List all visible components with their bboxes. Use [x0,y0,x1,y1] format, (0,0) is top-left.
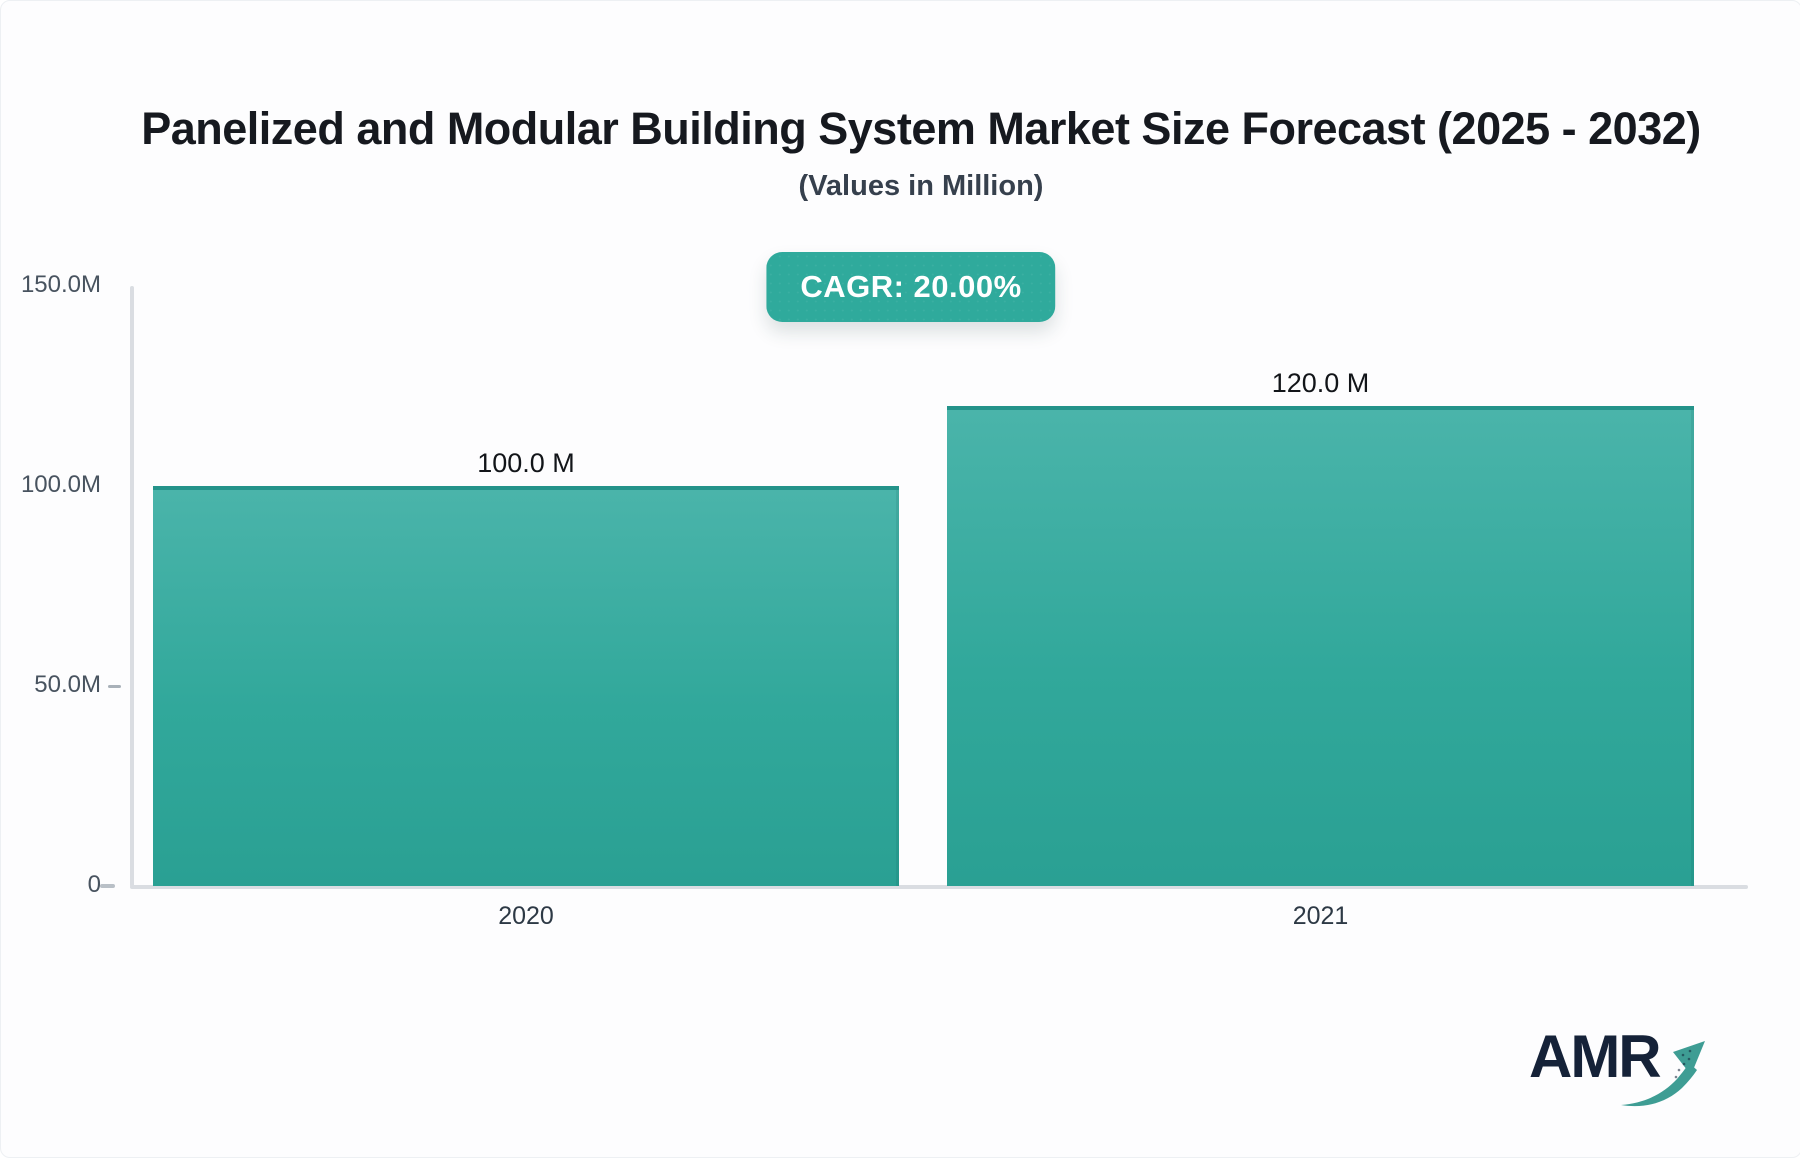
y-tick-mark-50m [108,685,121,688]
y-axis-line [130,286,134,887]
chart-subtitle: (Values in Million) [798,170,1044,202]
bar-value-label-2020: 100.0 M [477,448,575,478]
y-tick-label-0: 0 [87,871,101,898]
x-axis-line [130,885,1748,889]
upward-trend-arrow-icon [1621,1041,1705,1107]
y-tick-label-100m: 100.0M [20,471,101,498]
y-tick-label-50m: 50.0M [34,671,101,698]
bar-2020 [153,486,899,886]
x-category-label-2020: 2020 [498,902,554,930]
bar-2021 [947,406,1694,886]
amr-logo-text: AMR [1529,1023,1662,1090]
y-tick-mark-0 [100,884,115,888]
x-category-label-2021: 2021 [1292,902,1349,930]
bar-value-label-2021: 120.0 M [1271,368,1370,398]
y-tick-label-150m: 150.0M [20,271,101,298]
cagr-badge: CAGR: 20.00% [766,252,1056,322]
chart-title: Panelized and Modular Building System Ma… [141,103,1701,154]
amr-logo: AMR [1529,1027,1719,1127]
